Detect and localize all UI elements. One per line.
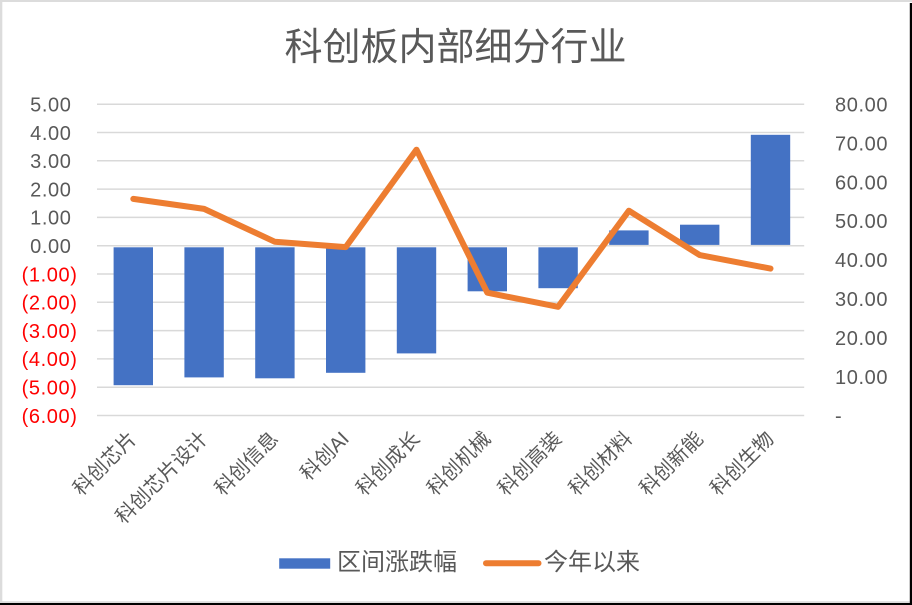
svg-text:5.00: 5.00 bbox=[30, 95, 71, 117]
svg-text:0.00: 0.00 bbox=[30, 236, 71, 258]
svg-text:(2.00): (2.00) bbox=[22, 293, 78, 315]
svg-text:40.00: 40.00 bbox=[835, 250, 888, 272]
svg-text:(5.00): (5.00) bbox=[22, 378, 78, 400]
svg-text:60.00: 60.00 bbox=[835, 172, 888, 194]
svg-text:4.00: 4.00 bbox=[30, 123, 71, 145]
svg-text:30.00: 30.00 bbox=[835, 289, 888, 311]
svg-text:(1.00): (1.00) bbox=[22, 264, 78, 286]
svg-text:1.00: 1.00 bbox=[30, 208, 71, 230]
svg-text:10.00: 10.00 bbox=[835, 367, 888, 389]
svg-text:50.00: 50.00 bbox=[835, 211, 888, 233]
svg-text:(4.00): (4.00) bbox=[22, 349, 78, 371]
svg-text:80.00: 80.00 bbox=[835, 95, 888, 117]
svg-text:(3.00): (3.00) bbox=[22, 321, 78, 343]
svg-text:-: - bbox=[835, 406, 842, 428]
svg-text:3.00: 3.00 bbox=[30, 151, 71, 173]
svg-text:2.00: 2.00 bbox=[30, 179, 71, 201]
svg-text:(6.00): (6.00) bbox=[22, 406, 78, 428]
svg-text:区间涨跌幅: 区间涨跌幅 bbox=[337, 549, 457, 576]
svg-text:70.00: 70.00 bbox=[835, 133, 888, 155]
svg-text:今年以来: 今年以来 bbox=[544, 549, 640, 576]
svg-text:科创板内部细分行业: 科创板内部细分行业 bbox=[284, 27, 626, 69]
svg-text:20.00: 20.00 bbox=[835, 328, 888, 350]
